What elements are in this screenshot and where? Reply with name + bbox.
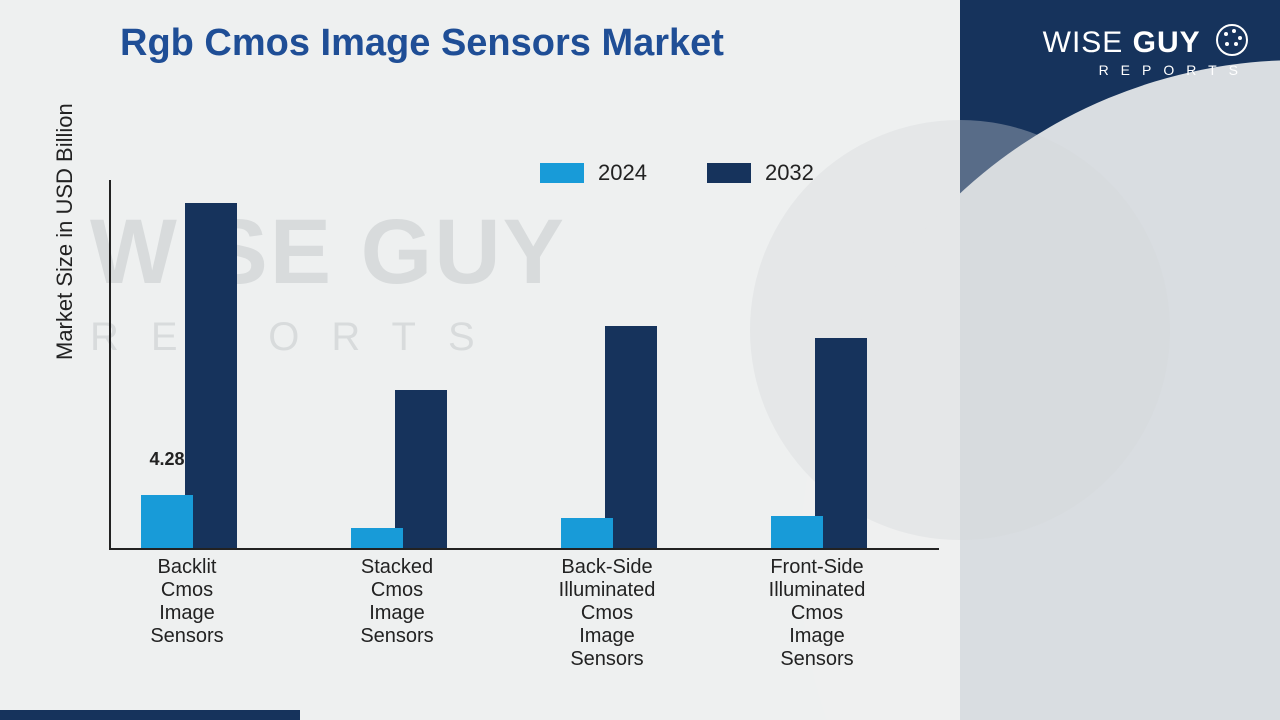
- bar-2032-1: [395, 390, 447, 548]
- chart: Market Size in USD Billion 4.28 BacklitC…: [85, 160, 955, 680]
- bar-2032-2: [605, 326, 657, 548]
- brand-line2: REPORTS: [1043, 62, 1250, 78]
- footer-accent-bar: [0, 710, 300, 720]
- bar-2024-2: [561, 518, 613, 548]
- brand-logo: WISE GUY REPORTS: [1043, 22, 1250, 78]
- x-label-0: BacklitCmosImageSensors: [107, 556, 267, 648]
- brand-word-guy: GUY: [1133, 26, 1201, 59]
- x-label-2: Back-SideIlluminatedCmosImageSensors: [527, 556, 687, 671]
- value-label-2024-0: 4.28: [149, 449, 184, 470]
- x-label-1: StackedCmosImageSensors: [317, 556, 477, 648]
- x-label-3: Front-SideIlluminatedCmosImageSensors: [737, 556, 897, 671]
- chart-title: Rgb Cmos Image Sensors Market: [120, 22, 724, 65]
- bar-2024-3: [771, 516, 823, 548]
- y-axis-label: Market Size in USD Billion: [52, 103, 78, 360]
- brand-head-icon: [1214, 22, 1250, 58]
- plot-area: 4.28: [109, 180, 939, 550]
- bar-2024-0: [141, 495, 193, 548]
- stage: WISE GUY REPORTS Rgb Cmos Image Sensors …: [0, 0, 1280, 720]
- brand-word-wise: WISE: [1043, 26, 1124, 59]
- bar-2024-1: [351, 528, 403, 548]
- brand-line1: WISE GUY: [1043, 22, 1250, 60]
